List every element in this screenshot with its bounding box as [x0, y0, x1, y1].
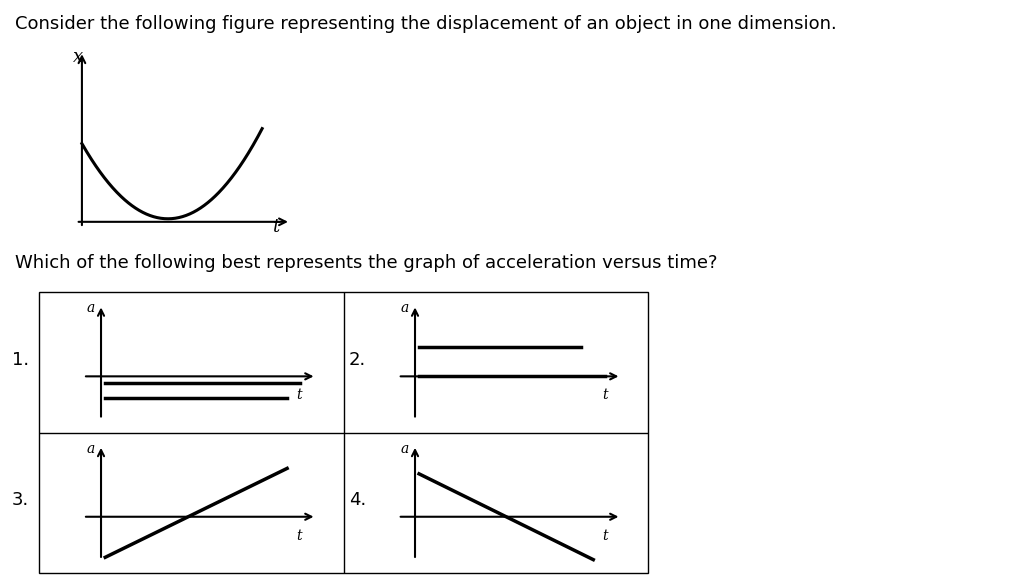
- Text: a: a: [86, 301, 94, 315]
- Text: Consider the following figure representing the displacement of an object in one : Consider the following figure representi…: [15, 15, 837, 33]
- Text: t: t: [602, 388, 608, 402]
- Text: 1.: 1.: [11, 351, 29, 369]
- Text: 3.: 3.: [11, 491, 29, 510]
- Text: x: x: [73, 48, 83, 66]
- Text: t: t: [296, 388, 302, 402]
- Text: a: a: [400, 442, 409, 456]
- Text: t: t: [272, 218, 280, 236]
- Text: 4.: 4.: [348, 491, 366, 510]
- Text: t: t: [602, 529, 608, 542]
- Text: a: a: [400, 301, 409, 315]
- Text: Which of the following best represents the graph of acceleration versus time?: Which of the following best represents t…: [15, 254, 718, 273]
- Text: t: t: [296, 529, 302, 542]
- Text: 2.: 2.: [348, 351, 366, 369]
- Text: a: a: [86, 442, 94, 456]
